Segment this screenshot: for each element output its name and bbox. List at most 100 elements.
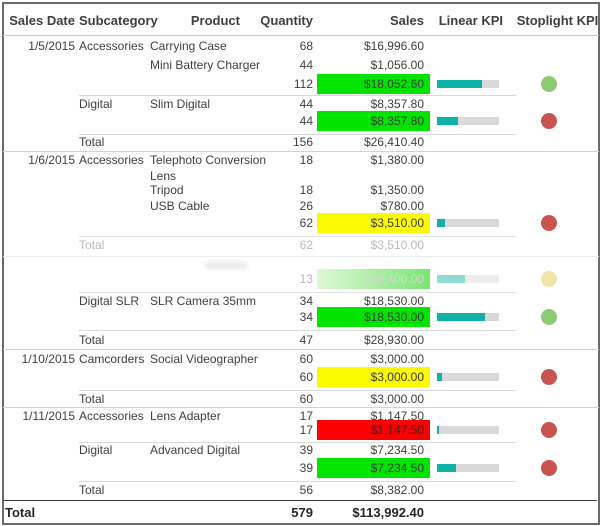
table-row: USB Cable 26 $780.00 [0, 196, 602, 216]
cell-sales-date: 1/5/2015 [28, 39, 75, 53]
linear-kpi-bar [437, 464, 499, 472]
cell-sales: $3,000.00 [370, 392, 424, 406]
stoplight-kpi-dot [541, 369, 557, 385]
cell-total-label: Total [79, 392, 105, 406]
column-header-sales: Sales [390, 13, 424, 28]
cell-quantity: 17 [299, 423, 313, 437]
grand-total-label: Total [5, 505, 36, 520]
table-row: Tripod 18 $1,350.00 [0, 180, 602, 200]
cell-quantity: 62 [299, 238, 313, 252]
cell-subcategory: Digital [79, 443, 113, 457]
table-row: 112 $18,052.60 [0, 74, 602, 94]
cell-product: Mini Battery Charger [150, 58, 261, 72]
row-divider [3, 500, 597, 501]
cell-product: Lens Adapter [150, 409, 221, 423]
row-divider [79, 292, 516, 293]
row-divider [3, 151, 599, 152]
table-row: 62 $3,510.00 [0, 213, 602, 233]
stoplight-kpi-dot [541, 460, 557, 476]
column-header-product: Product [190, 13, 240, 28]
cell-sales: $8,357.80 [370, 97, 424, 111]
table-row: 13 $10,400.00 [0, 269, 602, 289]
row-divider [3, 35, 599, 36]
cell-total-label: Total [79, 333, 105, 347]
cell-quantity: 18 [299, 153, 313, 167]
sales-highlight-cell: $7,234.50 [317, 458, 430, 478]
cell-subcategory: Digital SLR [79, 294, 140, 308]
cell-quantity: 18 [299, 183, 313, 197]
sales-highlight-cell: $10,400.00 [317, 269, 430, 289]
sales-highlight-cell: $3,000.00 [317, 367, 430, 387]
table-row: Digital SLR SLR Camera 35mm 34 $18,530.00 [0, 291, 602, 311]
cell-sales: $26,410.40 [363, 135, 424, 149]
row-divider [79, 330, 516, 331]
cell-total-label: Total [79, 483, 105, 497]
table-row: 1/5/2015 Accessories Carrying Case 68 $16,99… [0, 36, 602, 56]
cell-subcategory: Accessories [79, 153, 144, 167]
cell-subcategory: Accessories [79, 409, 144, 423]
linear-kpi-fill [437, 426, 439, 434]
column-header-stoplight-kpi: Stoplight KPI [516, 13, 599, 28]
cell-subcategory: Digital [79, 97, 113, 111]
cell-sales: $1,056.00 [370, 58, 424, 72]
linear-kpi-bar [437, 426, 499, 434]
row-divider [79, 134, 516, 135]
table-row: Total 56 $8,382.00 [0, 480, 602, 500]
cell-product: Social Videographer [150, 352, 258, 366]
linear-kpi-bar [437, 80, 499, 88]
linear-kpi-fill [437, 80, 482, 88]
cell-subcategory: Camcorders [79, 352, 145, 366]
cell-quantity: 44 [299, 97, 313, 111]
table-row: Total 60 $3,000.00 [0, 389, 602, 409]
stoplight-kpi-dot [541, 422, 557, 438]
table-row: Digital Advanced Digital 39 $7,234.50 [0, 440, 602, 460]
table-row: Digital Slim Digital 44 $8,357.80 [0, 94, 602, 114]
row-divider [3, 256, 599, 257]
table-row: Total 62 $3,510.00 [0, 235, 602, 255]
row-divider [79, 390, 516, 391]
cell-product: Telephoto Conversion [150, 153, 267, 167]
stoplight-kpi-dot [541, 113, 557, 129]
cell-total-label: Total [79, 135, 105, 149]
cell-product: SLR Camera 35mm [150, 294, 257, 308]
sales-highlight-cell: $3,510.00 [317, 213, 430, 233]
cell-subcategory: Accessories [79, 39, 144, 53]
cell-quantity: 47 [299, 333, 313, 347]
row-divider [79, 481, 516, 482]
cell-product: Advanced Digital [150, 443, 241, 457]
cell-product: Slim Digital [150, 97, 211, 111]
cell-sales-date: 1/11/2015 [22, 409, 76, 423]
table-row: Mini Battery Charger 44 $1,056.00 [0, 55, 602, 75]
cell-sales: $7,234.50 [370, 443, 424, 457]
cell-total-label: Total [79, 238, 105, 252]
sales-highlight-cell: $1,147.50 [317, 420, 430, 440]
cell-quantity: 17 [299, 409, 313, 423]
linear-kpi-bar [437, 373, 499, 381]
cell-sales: $3,510.00 [370, 238, 424, 252]
table-row: 34 $18,530.00 [0, 307, 602, 327]
table-row: 1/11/2015 Accessories Lens Adapter 17 $1,147… [0, 406, 602, 426]
cell-product-line2: Lens [150, 169, 177, 183]
linear-kpi-bar [437, 219, 499, 227]
cell-sales: $28,930.00 [363, 333, 424, 347]
cell-sales: $1,147.50 [370, 409, 424, 423]
linear-kpi-fill [437, 117, 458, 125]
cell-product: Tripod [150, 183, 184, 197]
grand-total-sales: $113,992.40 [352, 505, 424, 520]
cell-product: Carrying Case [150, 39, 227, 53]
cell-quantity: 44 [299, 58, 313, 72]
linear-kpi-fill [437, 464, 456, 472]
cell-quantity: 60 [299, 352, 313, 366]
cell-sales: $780.00 [380, 199, 424, 213]
cell-quantity: 34 [299, 310, 313, 324]
column-header-sales-date: Sales Date [9, 13, 75, 28]
cell-quantity: 13 [299, 272, 313, 286]
cell-quantity: 34 [299, 294, 313, 308]
row-divider [79, 236, 516, 237]
cell-quantity: 39 [299, 461, 313, 475]
cell-sales-date: 1/10/2015 [21, 352, 75, 366]
linear-kpi-bar [437, 117, 499, 125]
cell-quantity: 44 [299, 114, 313, 128]
stoplight-kpi-dot [541, 271, 557, 287]
